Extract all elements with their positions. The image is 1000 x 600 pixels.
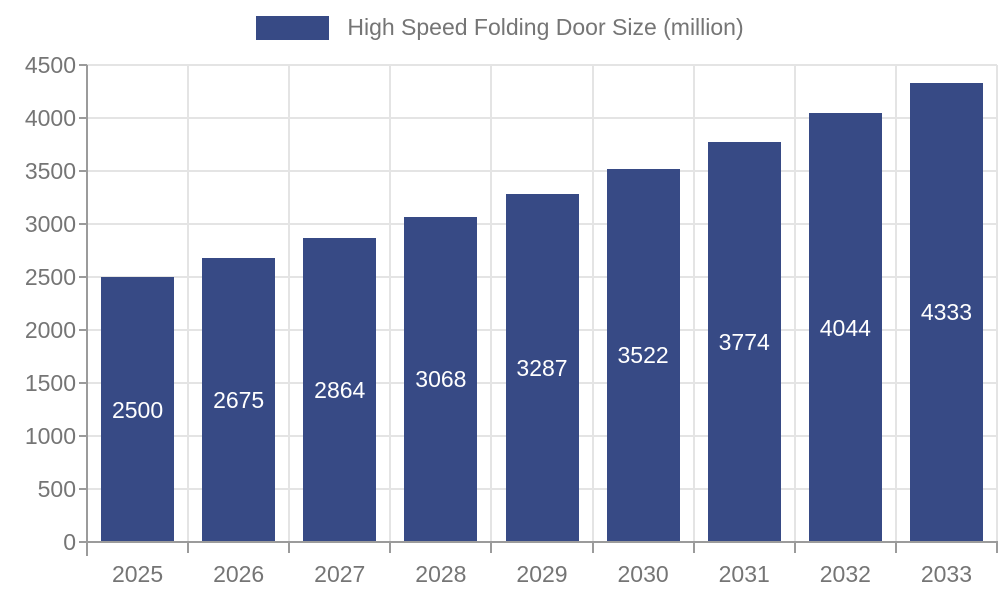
bar [505, 193, 579, 542]
x-gridline [187, 65, 190, 542]
y-axis-tick-label: 2500 [24, 264, 76, 290]
x-axis-tick [793, 542, 796, 553]
y-axis-tick [79, 329, 87, 331]
y-axis-tick-label: 1000 [24, 423, 76, 449]
x-axis-tick [490, 542, 493, 553]
y-axis-tick-label: 2000 [24, 317, 76, 343]
x-gridline [389, 65, 392, 542]
bar [909, 82, 983, 542]
x-axis-tick [288, 542, 291, 553]
bar [101, 277, 175, 542]
x-gridline [288, 65, 291, 542]
y-axis-tick-label: 0 [63, 529, 76, 555]
y-axis-tick [79, 223, 87, 225]
bar [404, 216, 478, 542]
bar [606, 168, 680, 542]
x-gridline [692, 65, 695, 542]
bar-value-label: 4333 [920, 299, 973, 326]
y-axis-tick-label: 4000 [24, 105, 76, 131]
bar [808, 113, 882, 542]
y-axis-tick-label: 4500 [24, 52, 76, 78]
y-axis-tick [79, 117, 87, 119]
bar-value-label: 3287 [516, 354, 568, 381]
bar-value-label: 2864 [314, 377, 366, 404]
x-gridline [996, 65, 998, 542]
y-axis-tick-label: 500 [37, 476, 76, 502]
y-axis-tick [79, 541, 87, 543]
x-axis-tick-label: 2028 [415, 561, 467, 587]
x-axis-tick-label: 2025 [111, 561, 164, 587]
y-axis-tick [79, 276, 87, 278]
bar-value-label: 3068 [415, 366, 467, 393]
y-axis-tick-label: 3500 [24, 158, 76, 184]
x-gridline [490, 65, 493, 542]
y-axis-tick [79, 64, 87, 66]
bar [707, 141, 781, 542]
x-axis-tick [692, 542, 695, 553]
y-gridline [87, 64, 997, 66]
x-axis-tick [591, 542, 594, 553]
y-axis-tick [79, 382, 87, 384]
x-axis-tick-label: 2026 [213, 561, 265, 587]
y-gridline [87, 117, 997, 119]
x-axis-tick-label: 2032 [819, 561, 871, 587]
y-gridline [87, 170, 997, 172]
bar-value-label: 2675 [213, 387, 265, 414]
bar-value-label: 3774 [718, 328, 770, 355]
y-axis-tick-label: 3000 [24, 211, 76, 237]
y-axis-line [86, 65, 88, 556]
y-axis-tick [79, 170, 87, 172]
bar [202, 258, 276, 542]
bar-value-label: 3522 [617, 342, 669, 369]
x-axis-tick-label: 2031 [718, 561, 770, 587]
x-axis-line [86, 541, 998, 543]
bar [303, 238, 377, 542]
x-axis-tick [894, 542, 897, 553]
x-axis-tick [996, 542, 998, 553]
bar-value-label: 4044 [819, 314, 871, 341]
x-gridline [591, 65, 594, 542]
x-axis-tick [389, 542, 392, 553]
x-gridline [894, 65, 897, 542]
x-axis-tick [187, 542, 190, 553]
x-gridline [793, 65, 796, 542]
y-axis-tick [79, 435, 87, 437]
y-axis-tick [79, 488, 87, 490]
x-axis-tick-label: 2027 [314, 561, 366, 587]
x-axis-tick-label: 2029 [516, 561, 568, 587]
x-axis-tick-label: 2033 [920, 561, 973, 587]
x-axis-tick-label: 2030 [617, 561, 669, 587]
y-axis-tick-label: 1500 [24, 370, 76, 396]
bar-value-label: 2500 [111, 396, 164, 423]
